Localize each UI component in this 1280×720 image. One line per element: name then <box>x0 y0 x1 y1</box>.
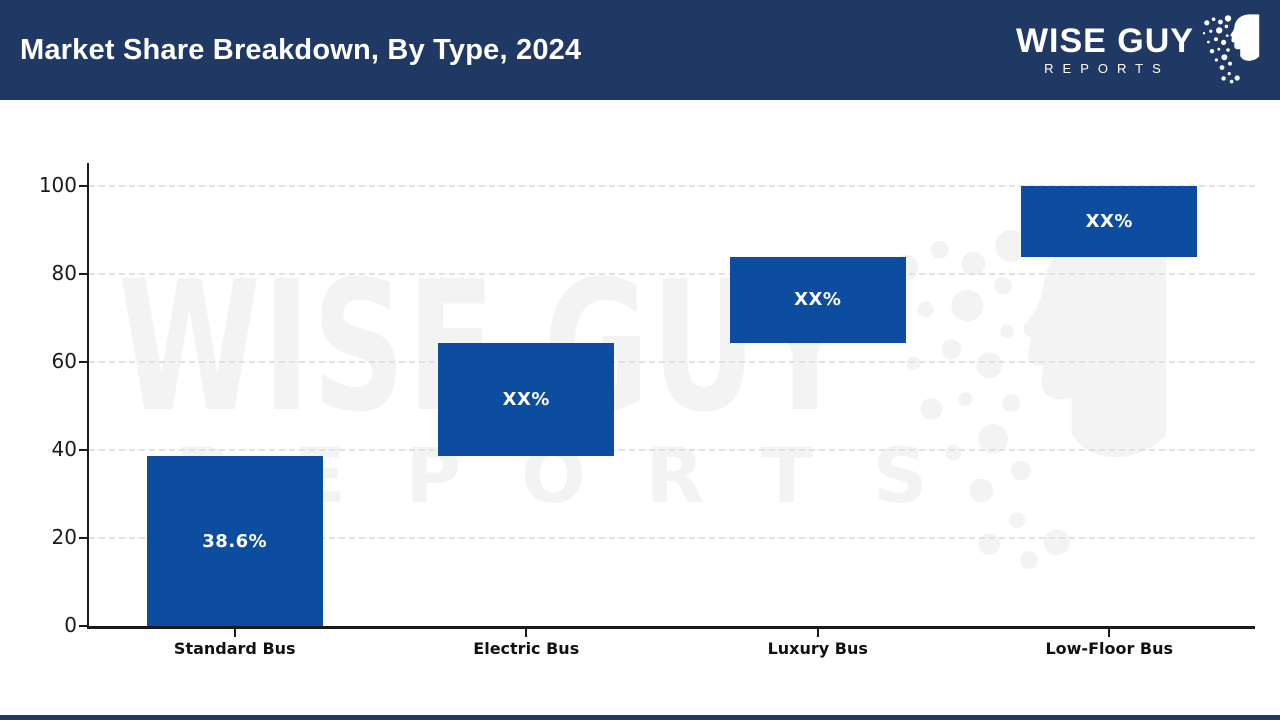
y-tick-label: 40 <box>51 437 77 461</box>
x-tick <box>816 629 819 637</box>
y-tick <box>79 537 89 539</box>
y-tick-label: 20 <box>51 525 77 549</box>
y-tick-label: 0 <box>64 613 77 637</box>
bar-electric-bus: XX% <box>438 343 615 457</box>
gridline <box>89 361 1255 363</box>
logo-wordmark: WISE GUY <box>1015 22 1194 60</box>
x-tick <box>1108 629 1111 637</box>
bar-value-label: XX% <box>1085 210 1133 232</box>
y-tick-label: 80 <box>51 261 77 285</box>
bar-standard-bus: 38.6% <box>146 456 323 626</box>
x-category-label: Luxury Bus <box>767 639 868 658</box>
x-category-label: Electric Bus <box>473 639 580 658</box>
bar-value-label: XX% <box>794 289 842 311</box>
y-tick-label: 100 <box>38 173 77 197</box>
watermark-head-icon <box>862 222 1180 584</box>
y-axis-line <box>87 163 89 629</box>
y-tick-label: 60 <box>51 349 77 373</box>
bar-luxury-bus: XX% <box>729 256 906 344</box>
x-category-label: Low-Floor Bus <box>1045 639 1174 658</box>
logo-subtitle: REPORTS <box>1044 61 1170 76</box>
gridline <box>89 537 1255 539</box>
gridline <box>89 185 1255 187</box>
gridline <box>89 273 1255 275</box>
bar-value-label: XX% <box>502 389 550 411</box>
logo-head-icon <box>1198 10 1262 90</box>
y-tick <box>79 449 89 451</box>
x-category-label: Standard Bus <box>173 639 296 658</box>
x-axis-line <box>87 626 1255 629</box>
footer-bar <box>0 715 1280 720</box>
y-tick <box>79 273 89 275</box>
y-tick <box>79 361 89 363</box>
gridline <box>89 449 1255 451</box>
y-tick <box>79 185 89 187</box>
bar-low-floor-bus: XX% <box>1021 186 1198 257</box>
y-tick <box>79 625 89 627</box>
header-bar: Market Share Breakdown, By Type, 2024 WI… <box>0 0 1280 100</box>
plot-area: 0 20 40 60 80 100 38.6% Standard Bus XX% Electric… <box>39 175 1255 658</box>
x-tick <box>233 629 236 637</box>
brand-logo: WISE GUY REPORTS <box>1016 10 1262 90</box>
x-tick <box>525 629 528 637</box>
bar-value-label: 38.6% <box>202 530 268 552</box>
chart-title: Market Share Breakdown, By Type, 2024 <box>20 33 582 66</box>
